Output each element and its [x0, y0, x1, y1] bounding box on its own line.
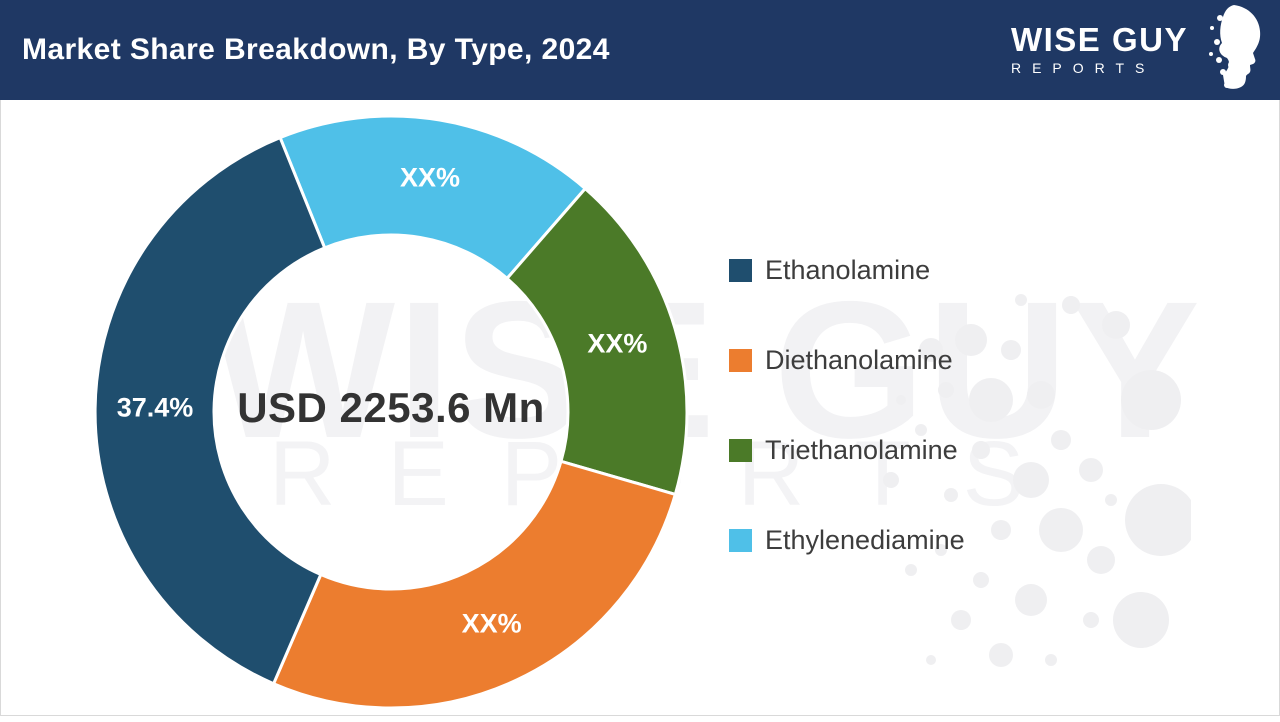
legend-item-ethylenediamine: Ethylenediamine: [729, 525, 965, 555]
donut-chart: XX% XX% XX% 37.4%: [93, 114, 689, 710]
legend-label: Triethanolamine: [765, 434, 958, 465]
legend-item-ethanolamine: Ethanolamine: [729, 255, 965, 285]
legend-item-diethanolamine: Diethanolamine: [729, 345, 965, 375]
chart-center-value: USD 2253.6 Mn: [237, 384, 545, 431]
wiseguy-face-icon: [1190, 4, 1262, 97]
legend-swatch-icon: [729, 258, 752, 282]
watermark-wordmark: WISE GUY: [211, 261, 1203, 479]
chart-legend: Ethanolamine Diethanolamine Triethanolam…: [729, 255, 965, 615]
logo-subtitle: REPORTS: [1010, 60, 1156, 76]
legend-swatch-icon: [729, 348, 752, 372]
logo-wordmark: WISE GUY: [1010, 21, 1188, 58]
legend-item-triethanolamine: Triethanolamine: [729, 435, 965, 465]
slice-percentage-label: XX%: [462, 609, 522, 639]
slice-percentage-label: 37.4%: [117, 392, 194, 422]
legend-label: Ethanolamine: [765, 254, 931, 285]
legend-label: Ethylenediamine: [765, 524, 965, 555]
donut-slice-diethanolamine: [271, 459, 678, 710]
chart-canvas: WISE GUY REPORTS XX%XX%XX%37.4% USD 2253…: [0, 100, 1280, 716]
legend-swatch-icon: [729, 528, 752, 552]
slice-percentage-label: XX%: [587, 328, 647, 358]
donut-slice-ethylenediamine: [278, 114, 588, 281]
slice-percentage-label: XX%: [400, 162, 460, 192]
donut-slice-ethanolamine: [93, 135, 327, 686]
header-bar: Market Share Breakdown, By Type, 2024 WI…: [0, 0, 1280, 100]
wiseguy-logo: WISE GUY REPORTS: [1011, 4, 1262, 97]
legend-label: Diethanolamine: [765, 344, 953, 375]
legend-swatch-icon: [729, 438, 752, 462]
wiseguy-logo-text: WISE GUY REPORTS: [1011, 23, 1188, 77]
watermark-face-dots: [861, 195, 1197, 700]
page-title: Market Share Breakdown, By Type, 2024: [22, 33, 610, 66]
donut-slice-triethanolamine: [504, 186, 689, 497]
